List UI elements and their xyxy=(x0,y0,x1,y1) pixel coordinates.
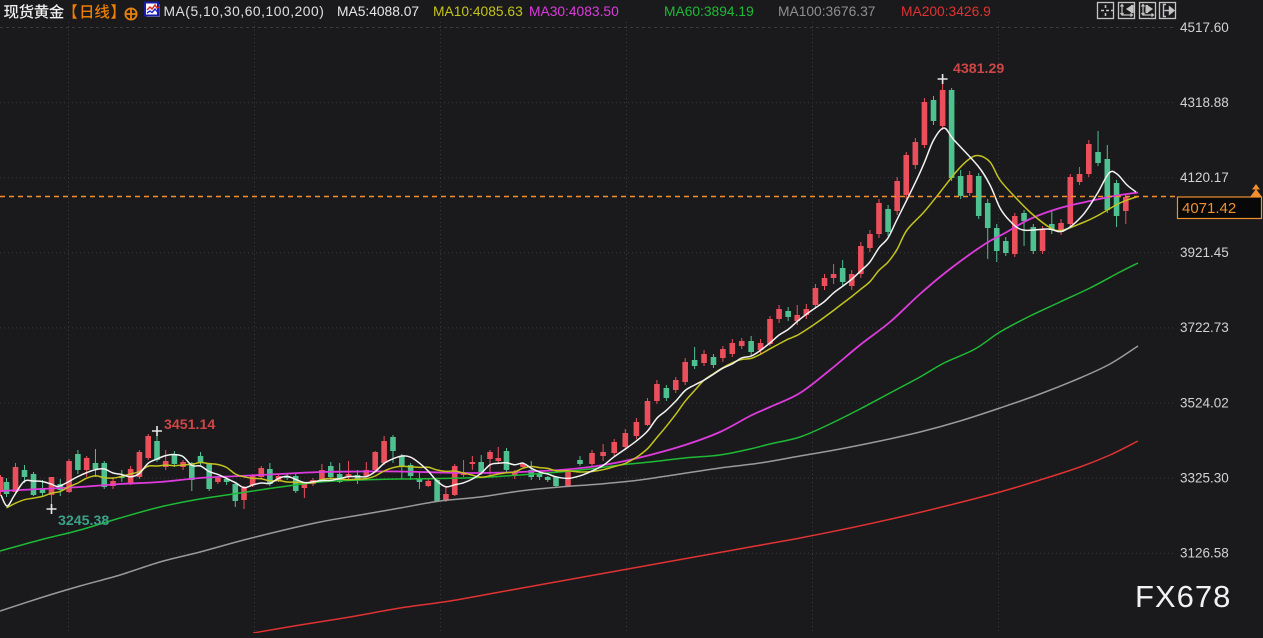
svg-text:MA30:4083.50: MA30:4083.50 xyxy=(529,4,619,19)
svg-text:MA(5,10,30,60,100,200): MA(5,10,30,60,100,200) xyxy=(164,4,325,19)
svg-text:3126.58: 3126.58 xyxy=(1180,546,1229,561)
svg-text:4071.42: 4071.42 xyxy=(1182,200,1236,217)
svg-text:FX678: FX678 xyxy=(1135,579,1231,614)
svg-text:4318.88: 4318.88 xyxy=(1180,95,1229,110)
svg-text:MA100:3676.37: MA100:3676.37 xyxy=(778,4,875,19)
svg-text:MA10:4085.63: MA10:4085.63 xyxy=(433,4,523,19)
svg-text:4120.17: 4120.17 xyxy=(1180,170,1229,185)
svg-text:MA5:4088.07: MA5:4088.07 xyxy=(337,4,419,19)
svg-text:3325.30: 3325.30 xyxy=(1180,470,1229,485)
svg-text:MA200:3426.9: MA200:3426.9 xyxy=(901,4,991,19)
svg-text:3921.45: 3921.45 xyxy=(1180,245,1229,260)
svg-text:4381.29: 4381.29 xyxy=(953,61,1004,77)
svg-text:3451.14: 3451.14 xyxy=(164,417,215,433)
svg-text:4517.60: 4517.60 xyxy=(1180,20,1229,35)
svg-text:3245.38: 3245.38 xyxy=(58,513,109,529)
svg-text:3722.73: 3722.73 xyxy=(1180,320,1229,335)
svg-text:MA60:3894.19: MA60:3894.19 xyxy=(664,4,754,19)
svg-text:3524.02: 3524.02 xyxy=(1180,395,1229,410)
